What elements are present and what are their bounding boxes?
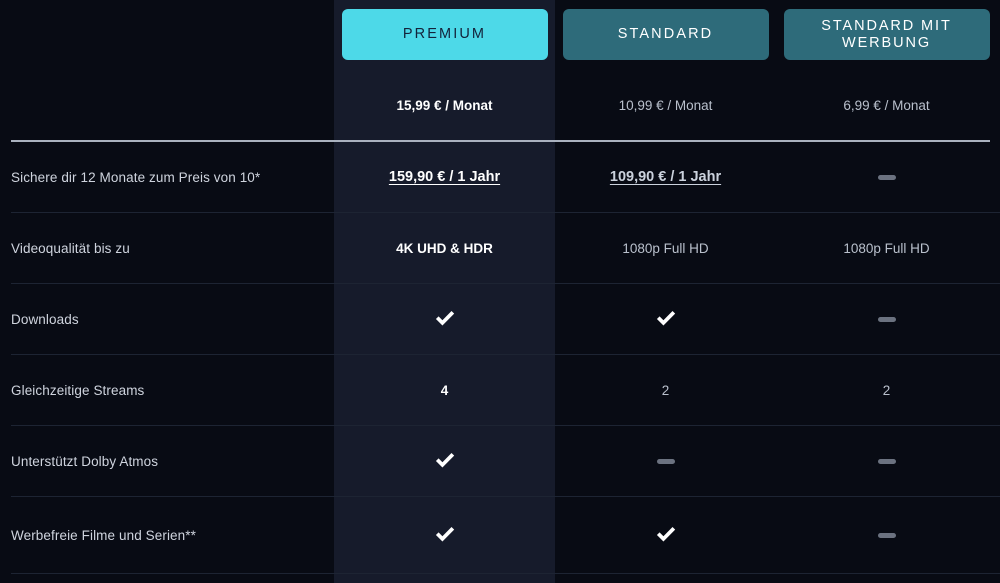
row-divider — [11, 283, 1000, 284]
plan-header-cell-standard-with-ads: STANDARD MIT WERBUNG — [776, 0, 997, 70]
cell-video-quality-premium: 4K UHD & HDR — [396, 240, 493, 256]
checkmark-icon — [656, 311, 675, 326]
cell-dolby-atmos-standard — [555, 458, 776, 464]
table-row: Videoqualität bis zu 4K UHD & HDR 1080p … — [0, 213, 1000, 283]
table-row: Sichere dir 12 Monate zum Preis von 10* … — [0, 142, 1000, 212]
monthly-price-standard: 10,99 € / Monat — [618, 97, 713, 113]
plan-button-standard[interactable]: STANDARD — [562, 9, 769, 60]
cell-streams-standard-with-ads: 2 — [882, 382, 891, 398]
row-divider — [11, 573, 1000, 574]
cell-downloads-premium — [334, 308, 555, 330]
header-divider — [11, 140, 990, 142]
cell-annual-offer-premium[interactable]: 159,90 € / 1 Jahr — [334, 169, 555, 185]
plan-header-cell-premium: PREMIUM — [334, 0, 555, 70]
featured-column-highlight — [334, 0, 555, 583]
cell-annual-offer-standard-with-ads — [776, 174, 997, 180]
table-row: Unterstützt Dolby Atmos — [0, 426, 1000, 496]
cell-downloads-standard — [555, 308, 776, 330]
dash-icon — [877, 174, 896, 180]
table-row: Werbefreie Filme und Serien** — [0, 497, 1000, 573]
cell-video-quality-standard-with-ads: 1080p Full HD — [843, 240, 930, 256]
row-divider — [11, 425, 1000, 426]
row-label-downloads: Downloads — [11, 311, 79, 327]
row-divider — [11, 496, 1000, 497]
checkmark-icon — [435, 453, 454, 468]
row-label-video-quality: Videoqualität bis zu — [11, 240, 130, 256]
dash-icon — [656, 458, 675, 464]
row-label-annual-offer: Sichere dir 12 Monate zum Preis von 10* — [11, 169, 261, 185]
cell-dolby-atmos-standard-with-ads — [776, 458, 997, 464]
row-divider — [11, 354, 1000, 355]
dash-icon — [877, 316, 896, 322]
cell-annual-offer-standard[interactable]: 109,90 € / 1 Jahr — [555, 169, 776, 185]
monthly-price-row: 15,99 € / Monat 10,99 € / Monat 6,99 € /… — [0, 70, 1000, 140]
cell-ad-free-premium — [334, 524, 555, 546]
dash-icon — [877, 532, 896, 538]
cell-ad-free-standard-with-ads — [776, 532, 997, 538]
row-label-ad-free-content: Werbefreie Filme und Serien** — [11, 527, 196, 543]
cell-downloads-standard-with-ads — [776, 316, 997, 322]
plan-header-row: PREMIUM STANDARD STANDARD MIT WERBUNG — [0, 0, 1000, 70]
checkmark-icon — [435, 527, 454, 542]
table-row: Gleichzeitige Streams 4 2 2 — [0, 355, 1000, 425]
cell-streams-standard: 2 — [661, 382, 670, 398]
plan-button-premium[interactable]: PREMIUM — [341, 9, 548, 60]
checkmark-icon — [435, 311, 454, 326]
cell-ad-free-standard — [555, 524, 776, 546]
row-label-dolby-atmos: Unterstützt Dolby Atmos — [11, 453, 159, 469]
monthly-price-premium: 15,99 € / Monat — [396, 97, 493, 113]
cell-streams-premium: 4 — [440, 382, 449, 398]
annual-price-link-premium[interactable]: 159,90 € / 1 Jahr — [388, 169, 501, 185]
dash-icon — [877, 458, 896, 464]
cell-video-quality-standard: 1080p Full HD — [622, 240, 709, 256]
annual-price-link-standard[interactable]: 109,90 € / 1 Jahr — [609, 169, 722, 185]
plan-button-standard-with-ads[interactable]: STANDARD MIT WERBUNG — [783, 9, 990, 60]
plan-header-cell-standard: STANDARD — [555, 0, 776, 70]
cell-dolby-atmos-premium — [334, 450, 555, 472]
table-row: Downloads — [0, 284, 1000, 354]
monthly-price-standard-with-ads: 6,99 € / Monat — [843, 97, 930, 113]
row-label-simultaneous-streams: Gleichzeitige Streams — [11, 382, 145, 398]
checkmark-icon — [656, 527, 675, 542]
row-divider — [11, 212, 1000, 213]
